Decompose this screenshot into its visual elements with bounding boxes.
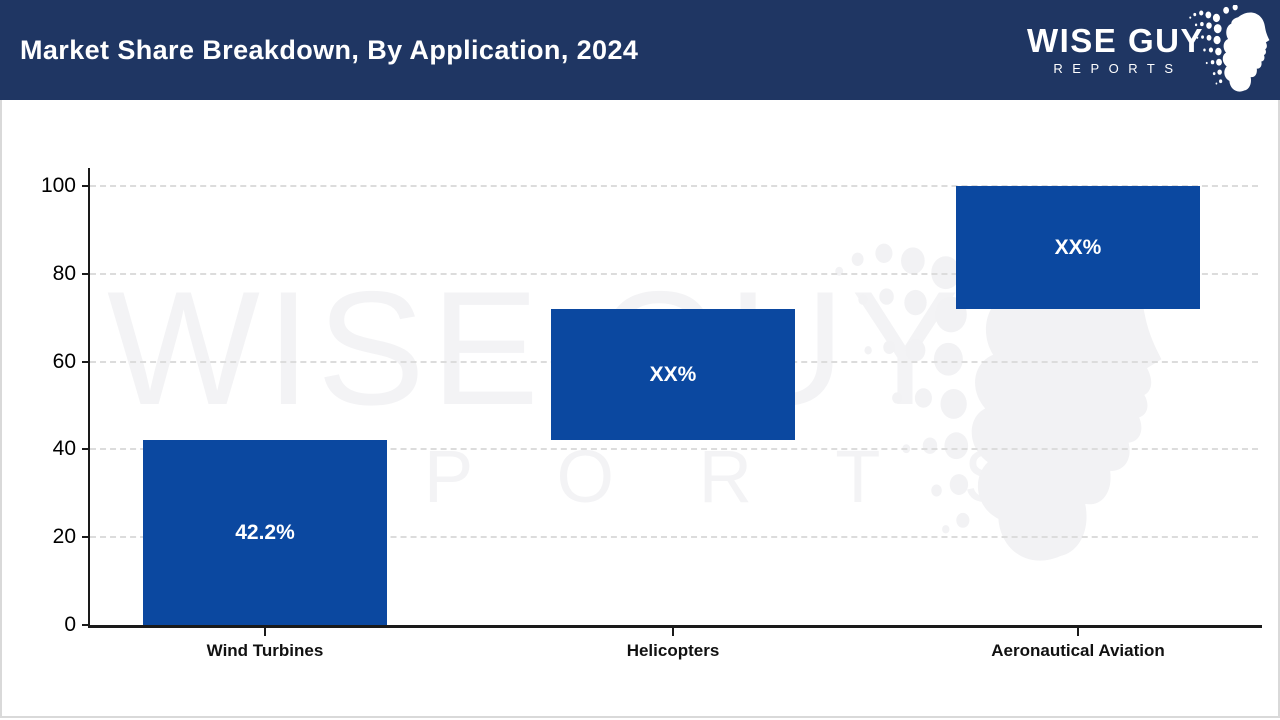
y-axis-tick — [82, 360, 90, 363]
logo-text: WISE GUY REPORTS — [1027, 24, 1204, 76]
x-axis-line — [88, 625, 1262, 628]
y-axis-tick-label: 100 — [40, 174, 76, 197]
y-axis-line — [88, 168, 90, 628]
bar-wind-turbines — [143, 439, 387, 625]
plot: 0 20 40 60 80 100 42.2% XX% XX% Wind Turbines Heli… — [2, 100, 1278, 716]
y-axis-tick — [82, 624, 90, 626]
logo-wordmark: WISE GUY — [1026, 22, 1204, 59]
y-axis-tick-label: 0 — [64, 613, 76, 636]
bar-helicopters — [551, 308, 795, 440]
brand-logo: WISE GUY REPORTS — [1027, 0, 1272, 100]
bar-value-label: XX% — [649, 363, 697, 387]
y-axis-tick-label: 80 — [52, 261, 76, 285]
y-axis-tick — [82, 448, 90, 451]
y-axis-tick-label: 40 — [52, 437, 76, 461]
gridline — [90, 272, 1258, 275]
y-axis-tick-label: 20 — [52, 525, 76, 549]
x-axis-tick — [672, 628, 674, 636]
header-bar: Market Share Breakdown, By Application, … — [0, 0, 1280, 100]
bar-value-label: 42.2% — [235, 521, 295, 545]
x-axis-tick — [264, 628, 266, 636]
bar-value-label: XX% — [1054, 236, 1102, 260]
gridline — [90, 448, 1258, 451]
y-axis-tick — [82, 272, 90, 275]
gridline — [90, 536, 1258, 539]
gridline — [90, 185, 1258, 187]
chart-area: WISE GUY R E P O R T S 0 20 40 60 80 100 42.2%… — [0, 100, 1280, 718]
bar-aeronautical-aviation — [956, 186, 1200, 309]
x-axis-tick — [1077, 628, 1079, 636]
logo-subtext: REPORTS — [1053, 61, 1183, 76]
y-axis-tick — [82, 185, 90, 187]
y-axis-tick — [82, 536, 90, 539]
x-axis-label-wind-turbines: Wind Turbines — [206, 641, 324, 660]
x-axis-label-helicopters: Helicopters — [626, 641, 720, 660]
y-axis-tick-label: 60 — [52, 349, 76, 373]
page-title: Market Share Breakdown, By Application, … — [20, 34, 639, 65]
x-axis-label-aeronautical-aviation: Aeronautical Aviation — [991, 641, 1165, 660]
watermark-wordmark: WISE GUY — [107, 258, 966, 439]
